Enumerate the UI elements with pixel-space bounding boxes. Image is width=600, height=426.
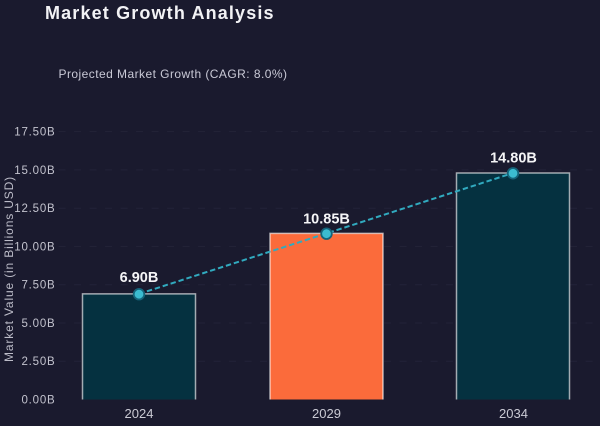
svg-text:17.50B: 17.50B — [14, 127, 55, 139]
svg-text:2034: 2034 — [499, 406, 528, 421]
svg-text:2029: 2029 — [312, 406, 341, 421]
svg-text:5.00B: 5.00B — [21, 318, 55, 330]
svg-text:Projected Market Growth (CAGR:: Projected Market Growth (CAGR: 8.0%) — [59, 67, 288, 81]
svg-text:Market Growth Analysis: Market Growth Analysis — [45, 3, 275, 23]
svg-text:10.85B: 10.85B — [303, 212, 350, 228]
svg-text:6.90B: 6.90B — [120, 270, 159, 286]
svg-text:2024: 2024 — [125, 406, 154, 421]
svg-text:12.50B: 12.50B — [14, 203, 55, 215]
svg-text:15.00B: 15.00B — [14, 165, 55, 177]
svg-text:2.50B: 2.50B — [21, 356, 55, 368]
svg-text:14.80B: 14.80B — [490, 151, 537, 167]
svg-text:7.50B: 7.50B — [21, 280, 55, 292]
svg-text:10.00B: 10.00B — [14, 241, 55, 253]
svg-text:Market Value (in Billions USD): Market Value (in Billions USD) — [2, 176, 16, 362]
svg-text:0.00B: 0.00B — [21, 395, 55, 407]
